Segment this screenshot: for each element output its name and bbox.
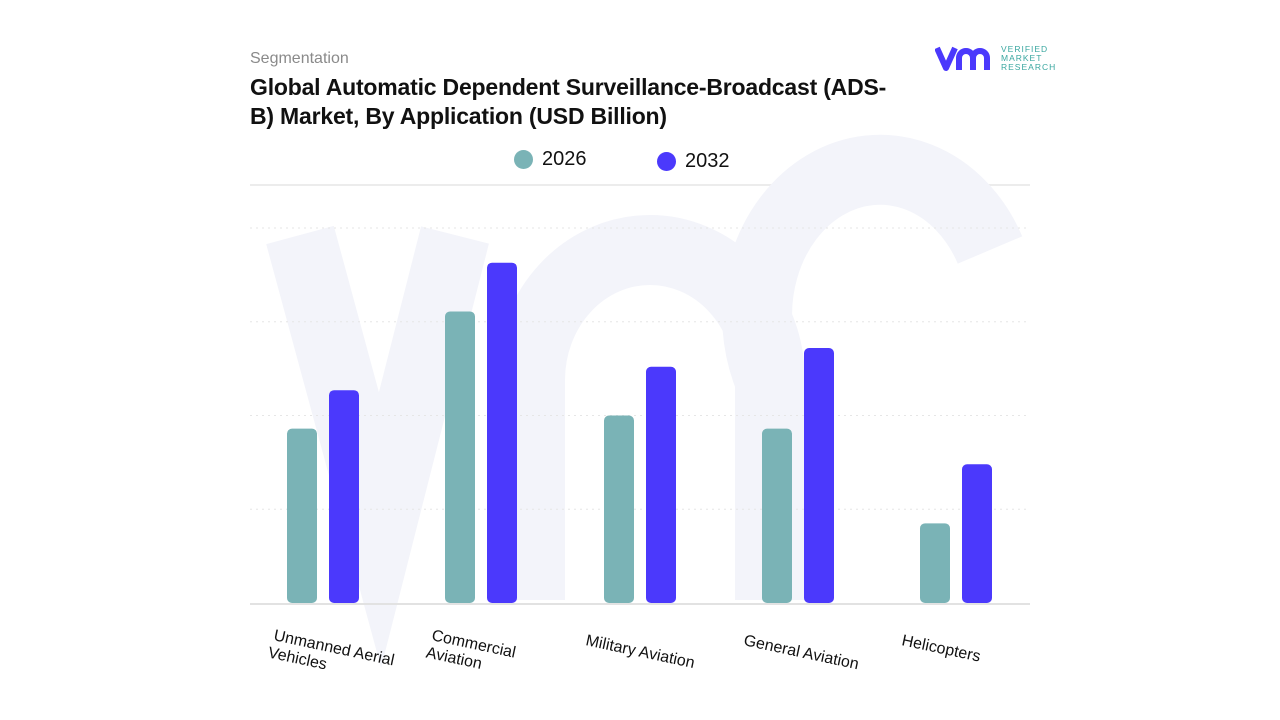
x-tick-label: CommercialAviation <box>424 627 517 679</box>
vmr-logo: VERIFIED MARKET RESEARCH <box>935 44 1056 72</box>
bar-2032-unmanned-aerial-vehicles[interactable] <box>329 390 359 603</box>
logo-text: VERIFIED MARKET RESEARCH <box>1001 43 1057 72</box>
legend-item-2032[interactable]: 2032 <box>657 150 730 173</box>
x-tick-label: Helicopters <box>900 632 982 665</box>
x-tick-label: Military Aviation <box>584 632 696 672</box>
bar-2032-commercial-aviation[interactable] <box>487 262 517 603</box>
vmr-logo-mark-icon <box>935 46 990 71</box>
bar-2026-general-aviation[interactable] <box>762 428 792 603</box>
bar-2026-commercial-aviation[interactable] <box>445 311 475 603</box>
chart-title: Global Automatic Dependent Surveillance-… <box>250 74 887 129</box>
legend-swatch-2026 <box>514 150 533 169</box>
legend: 2026 2032 <box>0 148 1280 176</box>
bar-2032-helicopters[interactable] <box>962 464 992 603</box>
x-tick-label: General Aviation <box>742 632 860 673</box>
bar-2032-general-aviation[interactable] <box>804 348 834 603</box>
bar-2032-military-aviation[interactable] <box>646 366 676 603</box>
legend-swatch-2032 <box>657 152 676 171</box>
watermark <box>266 134 1023 668</box>
segment-label: Segmentation <box>250 50 349 67</box>
legend-item-2026[interactable]: 2026 <box>514 148 587 171</box>
bar-2026-unmanned-aerial-vehicles[interactable] <box>287 428 317 603</box>
bar-2026-military-aviation[interactable] <box>604 415 634 604</box>
bar-2026-helicopters[interactable] <box>920 523 950 603</box>
